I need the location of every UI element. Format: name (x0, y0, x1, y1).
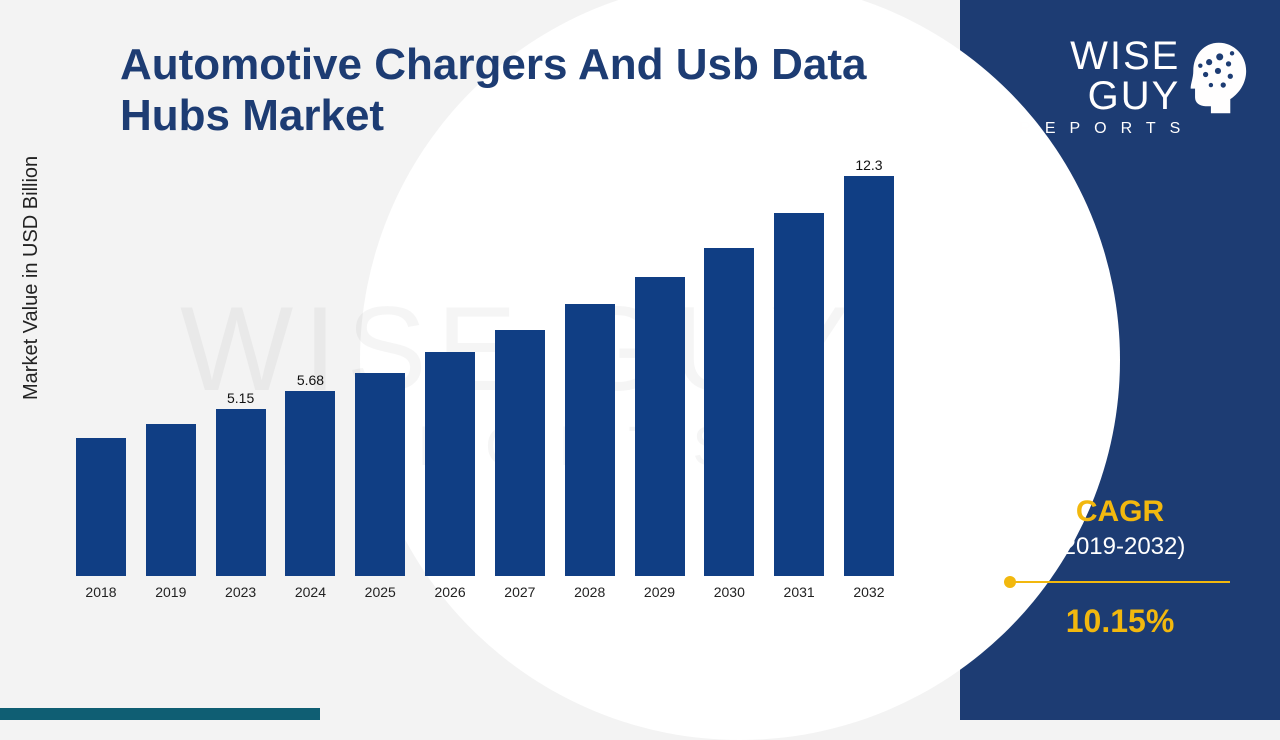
x-labels-container: 2018 2019 2023 2024 2025 2026 2027 2028 2029 2030… (70, 584, 900, 600)
bar-rect (216, 409, 266, 576)
bar-column: 5.15 (216, 390, 266, 576)
bar-column (495, 311, 545, 576)
bar-column (146, 405, 196, 576)
x-axis-label: 2031 (774, 584, 824, 600)
bar-column (774, 194, 824, 576)
bar-rect (774, 213, 824, 576)
bar-rect (146, 424, 196, 576)
logo: WISE GUY REPORTS (990, 36, 1250, 146)
x-axis-label: 2026 (425, 584, 475, 600)
cagr-value: 10.15% (990, 603, 1250, 640)
bar-rect (355, 373, 405, 576)
y-axis-label: Market Value in USD Billion (20, 156, 43, 400)
x-axis-label: 2019 (146, 584, 196, 600)
bar-rect (285, 391, 335, 576)
logo-main-text: WISE GUY (990, 36, 1180, 116)
chart-title: Automotive Chargers And Usb Data Hubs Ma… (120, 40, 880, 141)
bar-column (76, 419, 126, 576)
x-axis-label: 2027 (495, 584, 545, 600)
bar-rect (76, 438, 126, 576)
x-axis-label: 2024 (285, 584, 335, 600)
cagr-title: CAGR (990, 495, 1250, 529)
x-axis-label: 2023 (216, 584, 266, 600)
bar-rect (844, 176, 894, 576)
x-axis-label: 2030 (704, 584, 754, 600)
logo-sub-text: REPORTS (990, 120, 1194, 138)
bar-column (704, 229, 754, 576)
bar-value-label: 12.3 (855, 157, 882, 173)
bar-column (635, 258, 685, 576)
cagr-block: CAGR (2019-2032) 10.15% (990, 495, 1250, 640)
bar-column (565, 285, 615, 576)
bar-rect (495, 330, 545, 576)
bar-value-label: 5.68 (297, 372, 324, 388)
bar-rect (635, 277, 685, 576)
x-axis-label: 2018 (76, 584, 126, 600)
bar-value-label: 5.15 (227, 390, 254, 406)
bar-column (355, 354, 405, 576)
bar-chart: 5.15 5.68 12.3 2018 2019 2023 2024 2025 2026 202… (70, 160, 900, 600)
head-icon (1188, 36, 1250, 120)
x-axis-label: 2028 (565, 584, 615, 600)
x-axis-label: 2029 (635, 584, 685, 600)
bars-container: 5.15 5.68 12.3 (70, 160, 900, 576)
bar-rect (704, 248, 754, 576)
bar-column (425, 333, 475, 576)
bar-rect (565, 304, 615, 576)
cagr-range: (2019-2032) (990, 533, 1250, 561)
bar-column: 5.68 (285, 372, 335, 576)
bar-rect (425, 352, 475, 576)
cagr-divider (1010, 581, 1230, 583)
bar-column: 12.3 (844, 157, 894, 576)
x-axis-label: 2032 (844, 584, 894, 600)
x-axis-label: 2025 (355, 584, 405, 600)
bottom-accent-bar (0, 708, 320, 720)
